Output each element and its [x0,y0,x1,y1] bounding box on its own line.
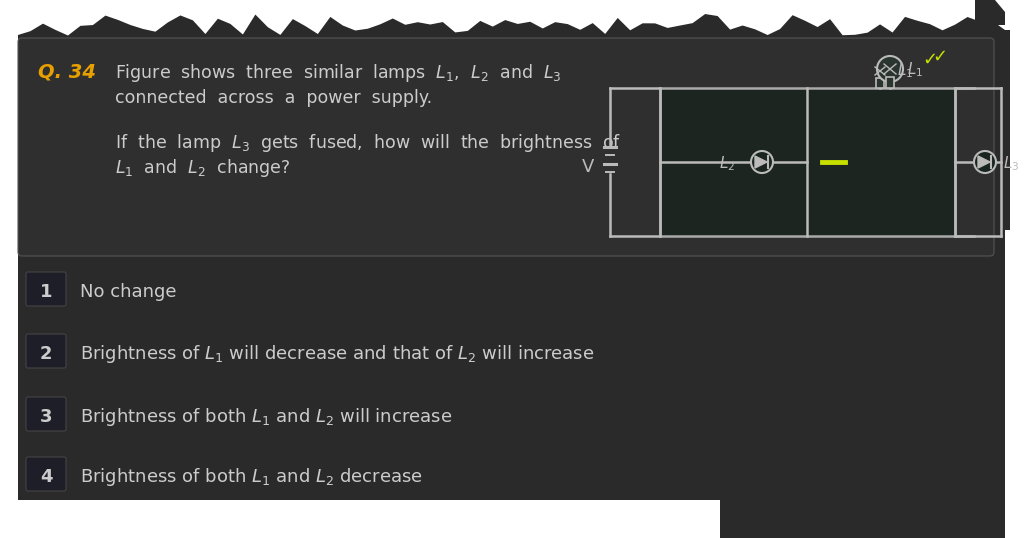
FancyBboxPatch shape [26,272,66,306]
Text: Figure  shows  three  similar  lamps  $L_1$,  $L_2$  and  $L_3$: Figure shows three similar lamps $L_1$, … [115,62,561,84]
Circle shape [751,151,773,173]
Text: 4: 4 [40,468,52,486]
FancyBboxPatch shape [18,38,994,256]
FancyBboxPatch shape [26,457,66,491]
FancyBboxPatch shape [660,88,955,236]
Text: 1: 1 [40,283,52,301]
Text: $L_1$: $L_1$ [897,62,913,80]
FancyBboxPatch shape [886,77,894,88]
Text: connected  across  a  power  supply.: connected across a power supply. [115,89,432,107]
Text: V: V [582,158,594,176]
Text: Q. 34: Q. 34 [38,63,96,82]
FancyBboxPatch shape [26,334,66,368]
Text: No change: No change [80,283,176,301]
Text: ✓: ✓ [922,51,937,69]
Text: $L_3$: $L_3$ [1002,154,1019,173]
FancyBboxPatch shape [876,78,884,88]
Text: If  the  lamp  $L_3$  gets  fused,  how  will  the  brightness  of: If the lamp $L_3$ gets fused, how will t… [115,132,622,154]
Polygon shape [975,0,1005,25]
Text: Brightness of both $L_1$ and $L_2$ decrease: Brightness of both $L_1$ and $L_2$ decre… [80,466,423,488]
FancyBboxPatch shape [26,397,66,431]
Circle shape [974,151,996,173]
Polygon shape [18,14,1010,538]
Text: $L_1$  and  $L_2$  change?: $L_1$ and $L_2$ change? [115,157,291,179]
Polygon shape [755,156,767,168]
Text: Brightness of both $L_1$ and $L_2$ will increase: Brightness of both $L_1$ and $L_2$ will … [80,406,453,428]
Polygon shape [978,156,990,168]
Text: 3: 3 [40,408,52,426]
Text: 2: 2 [40,345,52,363]
Text: $L_1$: $L_1$ [907,61,924,79]
Circle shape [877,56,903,82]
Text: ✓: ✓ [932,48,947,66]
Text: Brightness of $L_1$ will decrease and that of $L_2$ will increase: Brightness of $L_1$ will decrease and th… [80,343,594,365]
Text: $L_2$: $L_2$ [719,154,735,173]
